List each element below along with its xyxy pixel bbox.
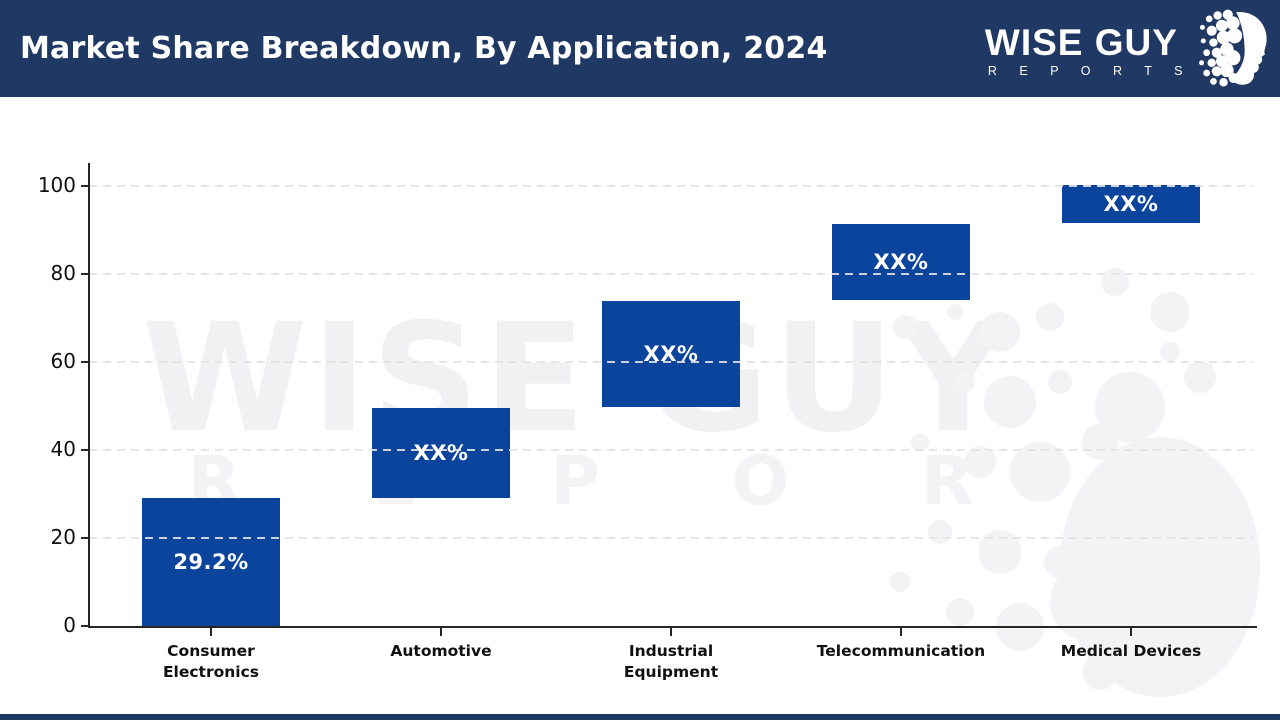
bar-label: XX% [1103,192,1159,217]
y-tick-label: 80 [50,261,76,285]
x-tick-mark [440,628,442,636]
bar-consumer-electronics: 29.2% [142,497,280,626]
brand-logo: WISE GUY R E P O R T S [985,8,1270,94]
x-label-industrial-equipment: Industrial Equipment [623,642,719,681]
wiseguy-wordmark: WISE GUY [984,21,1178,63]
x-label-telecommunication: Telecommunication [816,642,986,660]
y-tick-mark [81,273,89,275]
brand-wordmark: WISE GUY R E P O R T S [984,21,1192,79]
gridline [89,449,1253,451]
page-title: Market Share Breakdown, By Application, … [20,31,828,66]
y-tick-label: 20 [50,525,76,549]
x-label-consumer-electronics: Consumer Electronics [162,642,260,681]
y-axis [88,163,90,628]
x-label-medical-devices: Medical Devices [1060,642,1202,660]
bar-industrial-equipment: XX% [602,300,740,407]
footer-bar [0,714,1280,720]
y-tick-label: 100 [37,173,76,197]
y-tick-label: 60 [50,349,76,373]
bar-label: XX% [873,249,929,274]
x-tick-mark [210,628,212,636]
bar-telecommunication: XX% [832,223,970,300]
y-tick-label: 40 [50,437,76,461]
x-label-automotive: Automotive [390,642,492,660]
bar-label: XX% [643,341,699,366]
y-tick-mark [81,449,89,451]
bar-medical-devices: XX% [1062,185,1200,223]
bar-label: XX% [413,441,469,466]
header-band: Market Share Breakdown, By Application, … [0,0,1280,97]
gridline [89,273,1253,275]
y-tick-mark [81,625,89,627]
x-tick-mark [1130,628,1132,636]
logo-face-icon [1199,9,1267,87]
x-tick-mark [670,628,672,636]
y-tick-mark [81,185,89,187]
reports-wordmark: R E P O R T S [987,64,1192,79]
x-tick-mark [900,628,902,636]
y-tick-mark [81,537,89,539]
bar-label: 29.2% [173,549,249,574]
bar-automotive: XX% [372,408,510,498]
x-axis [88,626,1257,628]
y-tick-mark [81,361,89,363]
y-tick-label: 0 [63,613,76,637]
chart-area: WISE GUY R E P O R T S 0 20 40 60 80 100 29.2%… [0,97,1280,714]
